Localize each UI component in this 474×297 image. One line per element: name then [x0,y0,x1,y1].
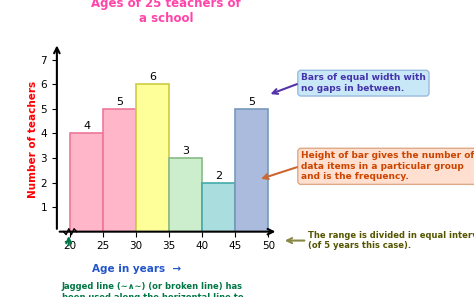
Bar [169,158,202,232]
Text: Ages of 25 teachers of
a school: Ages of 25 teachers of a school [91,0,241,26]
Bar [136,84,169,232]
Text: Height of bar gives the number of
data items in a particular group
and is the fr: Height of bar gives the number of data i… [301,151,474,181]
Bar [202,183,235,232]
Bar [235,109,268,232]
Bar [70,133,103,232]
Text: 3: 3 [182,146,189,156]
Text: 4: 4 [83,121,90,132]
Y-axis label: Number of teachers: Number of teachers [28,81,38,198]
Text: 5: 5 [248,97,255,107]
Text: 6: 6 [149,72,156,82]
Text: Age in years  →: Age in years → [91,263,181,274]
Text: 5: 5 [116,97,123,107]
Text: Jagged line (∼∧∼) (or broken line) has
been used along the horizontal line to
in: Jagged line (∼∧∼) (or broken line) has b… [62,282,243,297]
Text: Bars of equal width with
no gaps in between.: Bars of equal width with no gaps in betw… [301,73,426,93]
Bar [103,109,136,232]
Text: 2: 2 [215,170,222,181]
Text: The range is divided in equal intervals
(of 5 years this case).: The range is divided in equal intervals … [308,231,474,250]
